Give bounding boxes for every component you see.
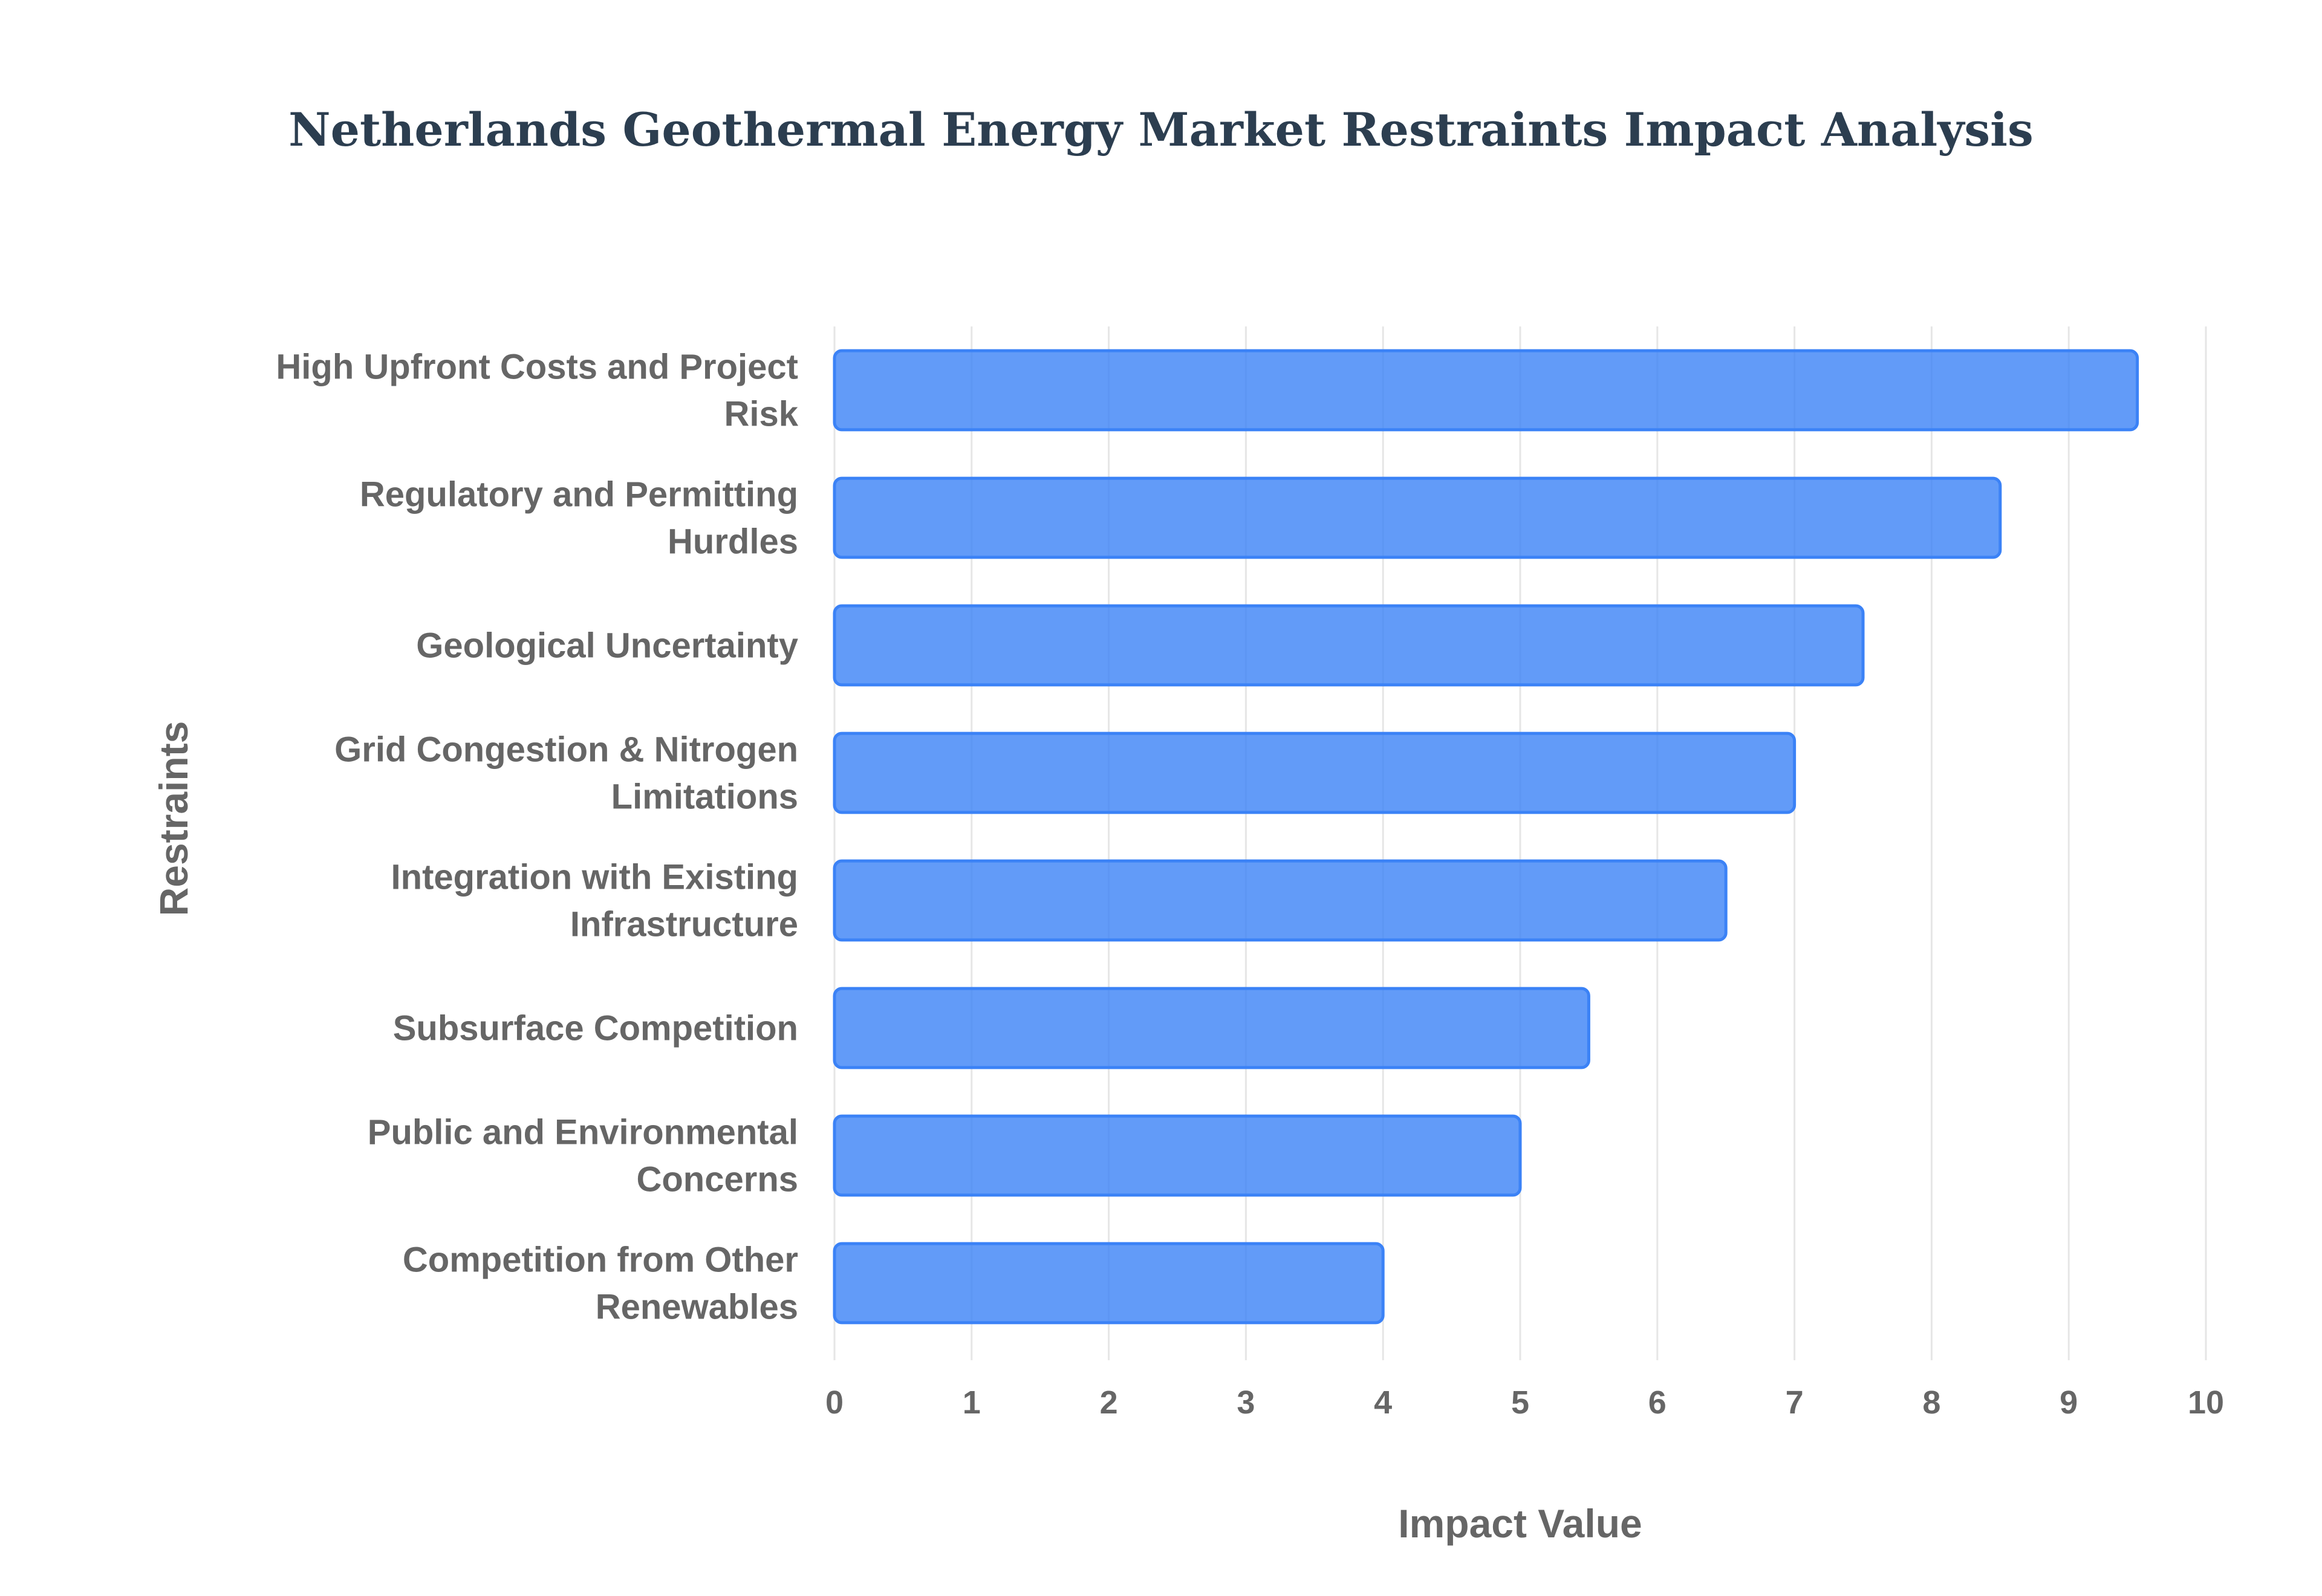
x-tick-label: 0 [825, 1384, 844, 1421]
bar [833, 476, 2002, 559]
category-label: Grid Congestion & Nitrogen Limitations [334, 730, 798, 817]
bar [833, 731, 1797, 814]
category-label-line: Integration with Existing [391, 858, 798, 897]
x-tick-label: 9 [2060, 1384, 2078, 1421]
x-tick-label: 4 [1374, 1384, 1392, 1421]
category-label-line: Risk [724, 395, 798, 434]
category-label: High Upfront Costs and Project Risk [276, 348, 798, 434]
x-axis-title: Impact Value [1398, 1501, 1642, 1546]
y-axis-title: Restraints [151, 721, 196, 916]
x-tick-labels: 0 1 2 3 4 5 6 7 8 9 10 [825, 1384, 2224, 1421]
bar [833, 1242, 1385, 1325]
bar [833, 604, 1865, 687]
category-label-line: Competition from Other [403, 1241, 798, 1280]
x-tick-label: 2 [1100, 1384, 1118, 1421]
category-label: Regulatory and Permitting Hurdles [360, 475, 798, 562]
category-label-line: Limitations [611, 777, 798, 817]
x-tick-label: 1 [963, 1384, 981, 1421]
x-tick-label: 5 [1511, 1384, 1529, 1421]
category-label: Integration with Existing Infrastructure [391, 858, 798, 944]
category-label: Competition from Other Renewables [403, 1241, 798, 1327]
bar [833, 987, 1590, 1069]
category-label-line: Hurdles [668, 522, 798, 562]
x-tick-label: 7 [1786, 1384, 1804, 1421]
category-labels: High Upfront Costs and Project Risk Regula… [276, 348, 798, 1327]
category-label-line: Geological Uncertainty [416, 626, 798, 666]
x-tick-label: 6 [1648, 1384, 1667, 1421]
x-tick-label: 10 [2188, 1384, 2224, 1421]
chart-title: Netherlands Geothermal Energy Market Res… [288, 103, 2034, 157]
category-label-line: Subsurface Competition [393, 1009, 798, 1048]
bars [833, 349, 2139, 1325]
bar [833, 859, 1728, 942]
category-label-line: Public and Environmental [368, 1113, 798, 1152]
category-label-line: Concerns [636, 1160, 798, 1199]
category-label: Geological Uncertainty [416, 626, 798, 666]
x-tick-label: 3 [1237, 1384, 1255, 1421]
category-label-line: High Upfront Costs and Project [276, 348, 798, 387]
category-label-line: Regulatory and Permitting [360, 475, 798, 514]
x-tick-label: 8 [1922, 1384, 1940, 1421]
category-label: Public and Environmental Concerns [368, 1113, 798, 1199]
category-label-line: Infrastructure [570, 905, 798, 944]
bar [833, 1114, 1522, 1197]
category-label-line: Grid Congestion & Nitrogen [334, 730, 798, 770]
category-label: Subsurface Competition [393, 1009, 798, 1048]
bar [833, 349, 2139, 432]
category-label-line: Renewables [596, 1288, 798, 1327]
